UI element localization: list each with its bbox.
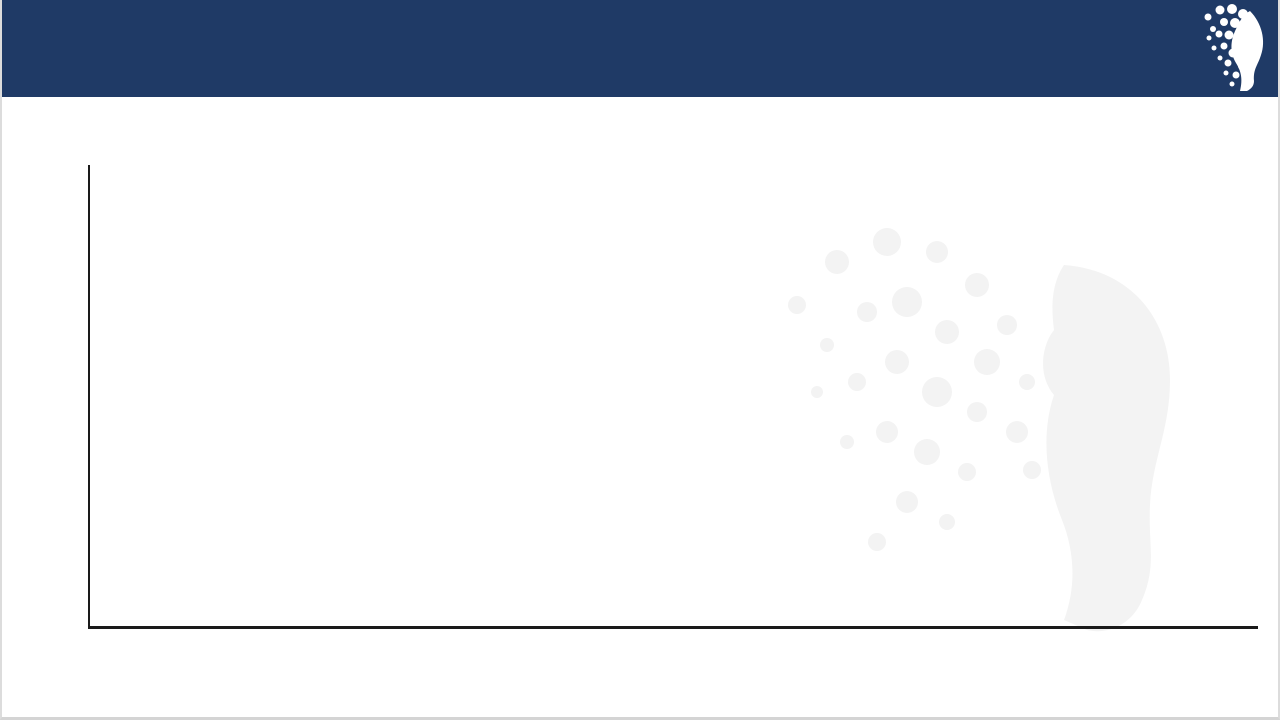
wise-guy-logo — [1204, 4, 1264, 91]
y-axis-line — [88, 165, 90, 629]
x-axis-line — [88, 626, 1258, 629]
header-bar — [2, 0, 1278, 97]
logo-dots-face-icon — [1204, 4, 1264, 91]
